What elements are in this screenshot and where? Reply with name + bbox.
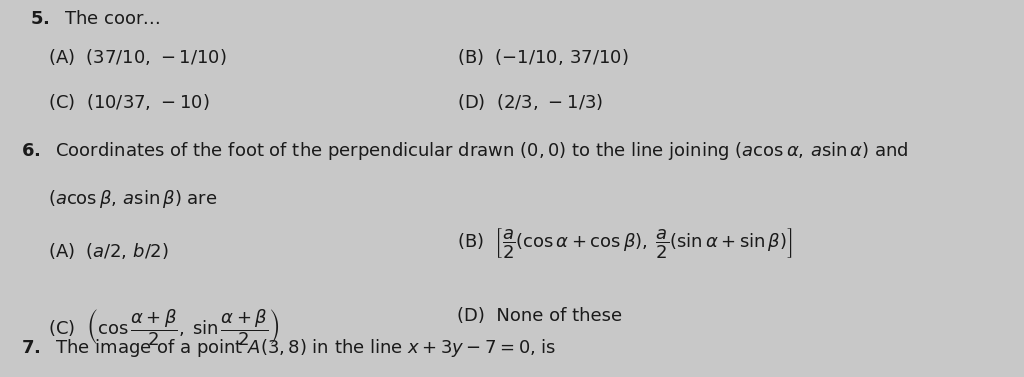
Text: (C)  $(10/37,\,-10)$: (C) $(10/37,\,-10)$ [48,92,210,112]
Text: (D)  None of these: (D) None of these [457,307,623,325]
Text: (B)  $(-1/10,\,37/10)$: (B) $(-1/10,\,37/10)$ [457,48,629,67]
Text: $(a\cos\beta,\,a\sin\beta)$ are: $(a\cos\beta,\,a\sin\beta)$ are [48,188,218,210]
Text: (D)  $(2/3,\,-1/3)$: (D) $(2/3,\,-1/3)$ [457,92,603,112]
Text: (B)  $\left[\dfrac{a}{2}(\cos\alpha+\cos\beta),\;\dfrac{a}{2}(\sin\alpha+\sin\be: (B) $\left[\dfrac{a}{2}(\cos\alpha+\cos\… [457,226,793,260]
Text: (A)  $(a/2,\,b/2)$: (A) $(a/2,\,b/2)$ [48,241,169,261]
Text: (C)  $\left(\cos\dfrac{\alpha+\beta}{2},\;\sin\dfrac{\alpha+\beta}{2}\right)$: (C) $\left(\cos\dfrac{\alpha+\beta}{2},\… [48,307,280,348]
Text: $\mathbf{6.}$  Coordinates of the foot of the perpendicular drawn $(0,0)$ to the: $\mathbf{6.}$ Coordinates of the foot of… [20,140,908,162]
Text: $\mathbf{7.}$  The image of a point $A(3,8)$ in the line $x+3y-7=0$, is: $\mathbf{7.}$ The image of a point $A(3,… [20,337,556,359]
Text: (A)  $(37/10,\,-1/10)$: (A) $(37/10,\,-1/10)$ [48,48,227,67]
Text: $\mathbf{5.}$  The coor...: $\mathbf{5.}$ The coor... [30,10,160,28]
